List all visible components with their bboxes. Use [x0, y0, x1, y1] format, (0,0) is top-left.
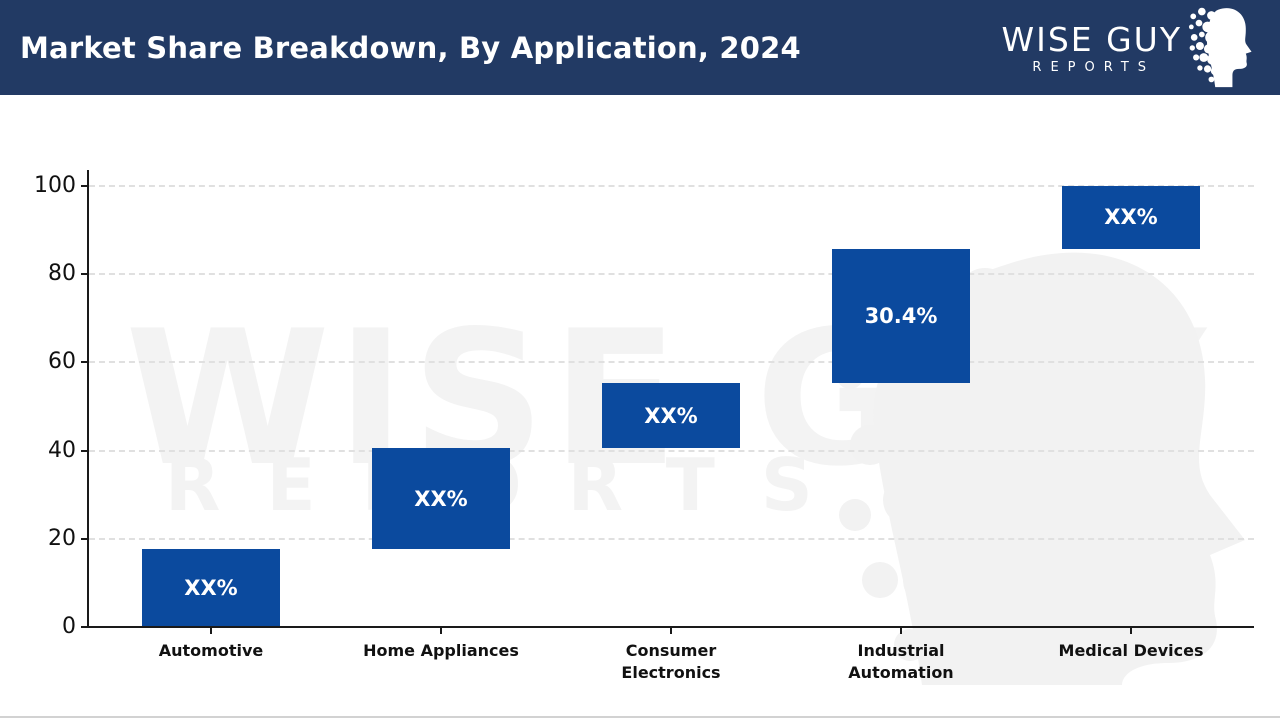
- x-tick-mark-industrial-automation: [900, 627, 902, 634]
- logo-wordmark: WISE GUY: [1001, 20, 1182, 59]
- y-tick-mark-80: [81, 273, 88, 276]
- y-tick-mark-40: [81, 449, 88, 452]
- header-bar: Market Share Breakdown, By Application, …: [0, 0, 1280, 95]
- bar-value-label: XX%: [184, 576, 238, 601]
- chart-title: Market Share Breakdown, By Application, …: [20, 30, 801, 65]
- wiseguy-face-icon: [1184, 3, 1256, 93]
- y-tick-label-80: 80: [48, 261, 76, 287]
- x-tick-mark-medical-devices: [1130, 627, 1132, 634]
- bar-consumer-electronics: XX%: [602, 382, 740, 449]
- y-tick-mark-20: [81, 537, 88, 540]
- x-tick-mark-home-appliances: [440, 627, 442, 634]
- y-tick-label-0: 0: [62, 614, 76, 639]
- x-axis-line: [87, 626, 1254, 628]
- y-tick-label-20: 20: [48, 525, 76, 551]
- bar-home-appliances: XX%: [372, 448, 510, 550]
- y-tick-label-60: 60: [48, 349, 76, 375]
- y-tick-mark-100: [81, 185, 88, 187]
- x-tick-mark-consumer-electronics: [670, 627, 672, 634]
- x-tick-label-medical-devices: Medical Devices: [1058, 641, 1204, 660]
- watermark-subtitle: REPORTS: [165, 443, 859, 527]
- logo-subtitle: REPORTS: [1032, 60, 1156, 75]
- bottom-divider: [0, 716, 1280, 718]
- x-tick-mark-automotive: [210, 627, 212, 634]
- y-tick-mark-60: [81, 361, 88, 364]
- bar-value-label: XX%: [1104, 205, 1158, 230]
- wiseguy-logo: WISE GUY REPORTS: [1001, 3, 1256, 93]
- y-tick-label-100: 100: [34, 173, 76, 198]
- x-tick-label-industrial-automation: Industrial Automation: [848, 641, 954, 682]
- bar-value-label: 30.4%: [864, 303, 938, 328]
- gridline-80: [89, 273, 1254, 276]
- bar-medical-devices: XX%: [1062, 186, 1200, 249]
- bar-value-label: XX%: [644, 403, 698, 428]
- y-tick-mark-0: [81, 626, 88, 628]
- bar-automotive: XX%: [142, 549, 280, 627]
- chart-plot-area: WISE GUY REPORTS 020406080100XX%XX%XX%30…: [0, 95, 1280, 720]
- bar-industrial-automation: 30.4%: [832, 248, 970, 383]
- gridline-40: [89, 449, 1254, 452]
- wiseguy-logo-text: WISE GUY REPORTS: [1001, 20, 1182, 75]
- gridline-20: [89, 537, 1254, 540]
- x-tick-label-automotive: Automotive: [158, 641, 264, 660]
- bar-value-label: XX%: [414, 486, 468, 511]
- y-axis-line: [87, 170, 89, 628]
- gridline-100: [89, 185, 1254, 187]
- x-tick-label-consumer-electronics: Consumer Electronics: [621, 641, 721, 682]
- y-tick-label-40: 40: [48, 437, 76, 463]
- gridline-60: [89, 361, 1254, 364]
- x-tick-label-home-appliances: Home Appliances: [363, 641, 519, 660]
